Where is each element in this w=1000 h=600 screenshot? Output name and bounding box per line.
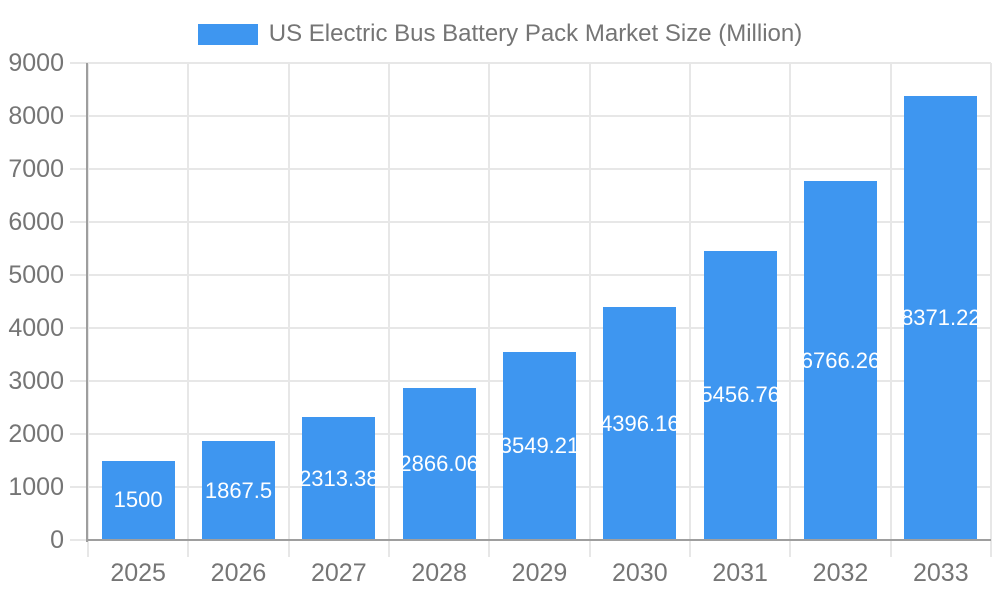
x-gridline — [689, 63, 691, 557]
y-axis-tick-label: 8000 — [8, 102, 64, 130]
bar-2030[interactable] — [603, 307, 677, 540]
y-gridline — [70, 115, 991, 117]
y-axis-tick-label: 2000 — [8, 420, 64, 448]
legend: US Electric Bus Battery Pack Market Size… — [0, 20, 1000, 48]
x-gridline — [187, 63, 190, 557]
x-gridline — [889, 63, 892, 557]
x-gridline — [990, 63, 992, 557]
x-axis-tick-label: 2032 — [812, 559, 869, 587]
y-axis-tick-label: 9000 — [8, 49, 64, 77]
x-gridline — [388, 63, 390, 557]
y-axis-tick-label: 0 — [50, 526, 64, 554]
y-axis-tick-label: 7000 — [8, 155, 64, 183]
y-gridline — [70, 274, 991, 276]
x-axis-tick-label: 2033 — [913, 559, 969, 587]
y-gridline — [70, 327, 991, 329]
y-gridline — [70, 62, 991, 64]
y-axis-line — [86, 63, 88, 542]
y-axis-tick-label: 5000 — [8, 261, 64, 289]
x-axis-tick-label: 2031 — [712, 559, 768, 587]
x-axis-tick-label: 2030 — [612, 559, 668, 587]
bar-2025[interactable] — [101, 460, 175, 540]
x-axis-tick-label: 2028 — [411, 559, 467, 587]
bar-2031[interactable] — [703, 250, 777, 540]
y-axis-tick-label: 4000 — [8, 314, 64, 342]
bar-2029[interactable] — [503, 351, 576, 540]
x-axis-tick-label: 2025 — [110, 559, 166, 587]
x-axis-tick-label: 2026 — [210, 559, 267, 587]
y-gridline — [70, 168, 991, 170]
bar-2026[interactable] — [202, 441, 275, 540]
y-axis-tick-label: 6000 — [8, 208, 64, 236]
x-axis-tick-label: 2029 — [511, 559, 568, 587]
bar-2033[interactable] — [904, 96, 978, 540]
y-axis-tick-label: 3000 — [8, 367, 64, 395]
legend-series-label[interactable]: US Electric Bus Battery Pack Market Size… — [268, 20, 803, 47]
x-gridline — [87, 63, 89, 557]
x-axis-tick-label: 2027 — [311, 559, 367, 587]
bar-2028[interactable] — [402, 388, 476, 540]
x-gridline — [588, 63, 591, 557]
y-axis-tick-label: 1000 — [8, 473, 64, 501]
legend-swatch-icon[interactable] — [197, 23, 258, 45]
x-gridline — [287, 63, 290, 557]
x-axis-line — [86, 539, 991, 541]
x-gridline — [789, 63, 792, 557]
bar-2027[interactable] — [302, 417, 376, 540]
y-gridline — [70, 221, 991, 223]
x-gridline — [488, 63, 491, 557]
bar-2032[interactable] — [804, 181, 877, 540]
